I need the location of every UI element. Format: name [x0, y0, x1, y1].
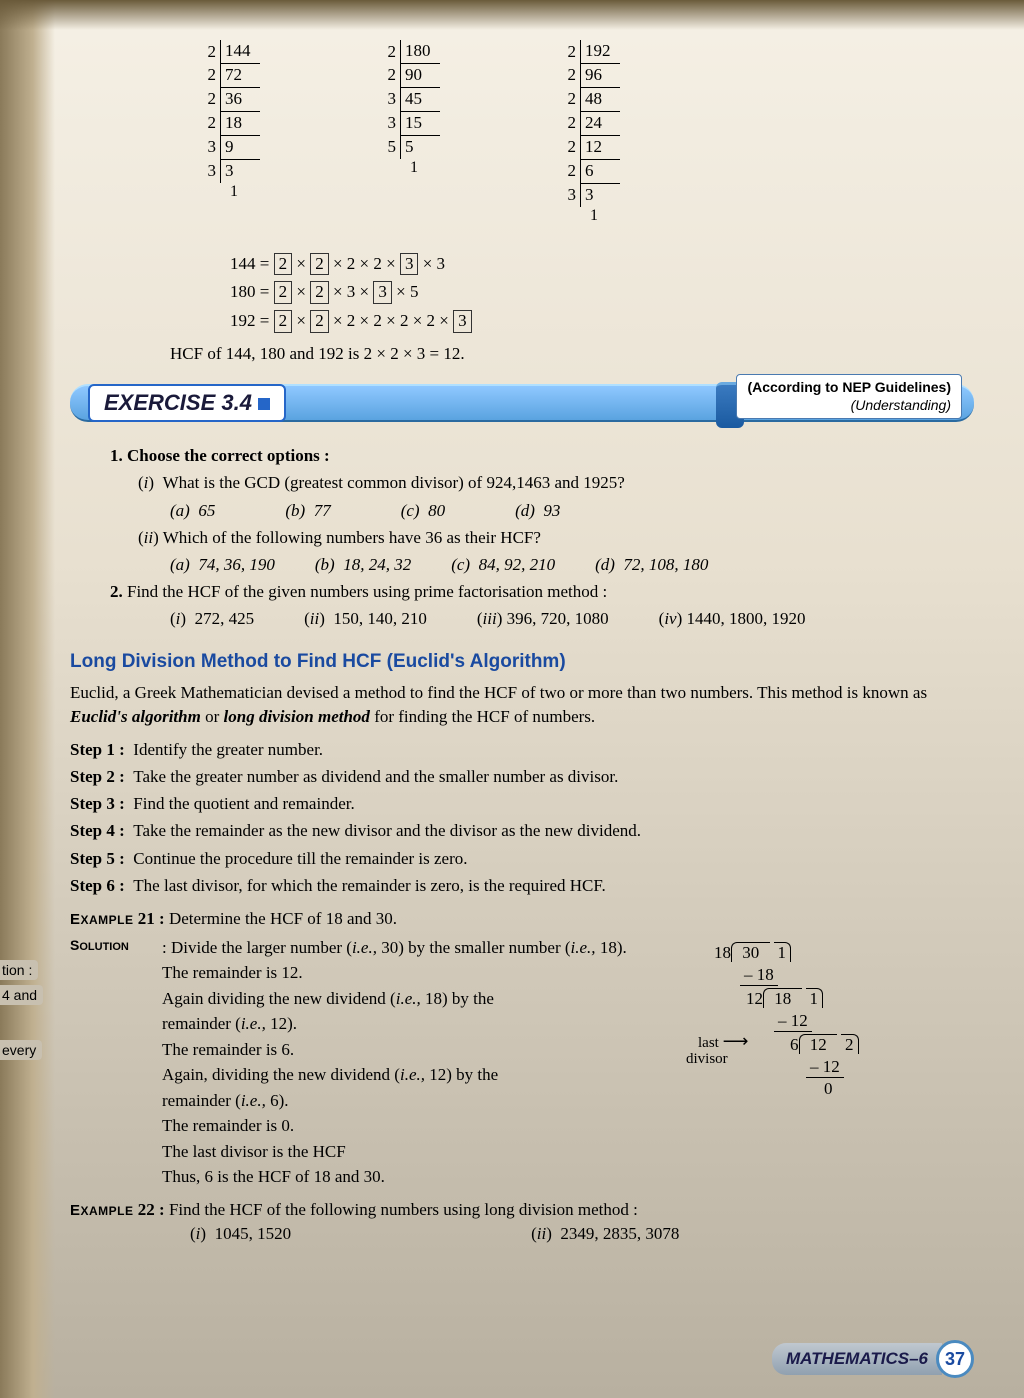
long-division-work: 18 30 1 – 18 12 18 1 – 12 6 12 2 – 12 0 … [694, 943, 954, 1190]
hcf-result-line: HCF of 144, 180 and 192 is 2 × 2 × 3 = 1… [170, 344, 974, 364]
exercise-label: EXERCISE 3.4 [88, 384, 286, 422]
book-title-footer: MATHEMATICS–6 [772, 1343, 942, 1375]
algorithm-steps: Step 1 : Identify the greater number. St… [70, 736, 974, 899]
example-22: EXAMPLE 22 : Find the HCF of the followi… [70, 1200, 974, 1220]
page-number: 37 [936, 1340, 974, 1378]
exercise-questions: 1. Choose the correct options : (i) What… [110, 442, 974, 632]
section-intro: Euclid, a Greek Mathematician devised a … [70, 681, 974, 730]
factor-table-144: 2144 272 236 218 39 33 1 [200, 40, 260, 225]
margin-tab-1: tion : [0, 960, 38, 980]
prime-factorization-equations: 144 = 2 × 2 × 2 × 2 × 3 × 3 180 = 2 × 2 … [230, 250, 974, 337]
page-footer: MATHEMATICS–6 37 [772, 1340, 974, 1378]
nep-guidelines-box: (According to NEP Guidelines) (Understan… [736, 374, 962, 418]
solution-block: SOLUTION : Divide the larger number (i.e… [70, 935, 974, 1190]
factor-table-180: 2180 290 345 315 55 1 [380, 40, 440, 225]
margin-tab-3: every [0, 1040, 42, 1060]
exercise-banner: EXERCISE 3.4 (According to NEP Guideline… [70, 384, 974, 422]
example-21: EXAMPLE 21 : Determine the HCF of 18 and… [70, 909, 974, 929]
factorization-tables: 2144 272 236 218 39 33 1 2180 290 345 31… [200, 40, 974, 225]
factor-table-192: 2192 296 248 224 212 26 33 1 [560, 40, 620, 225]
page-left-margin [0, 0, 55, 1398]
textbook-page: tion : 4 and every 2144 272 236 218 39 3… [0, 0, 1024, 1398]
section-title: Long Division Method to Find HCF (Euclid… [70, 651, 974, 673]
margin-tab-2: 4 and [0, 985, 43, 1005]
page-top-edge [0, 0, 1024, 30]
